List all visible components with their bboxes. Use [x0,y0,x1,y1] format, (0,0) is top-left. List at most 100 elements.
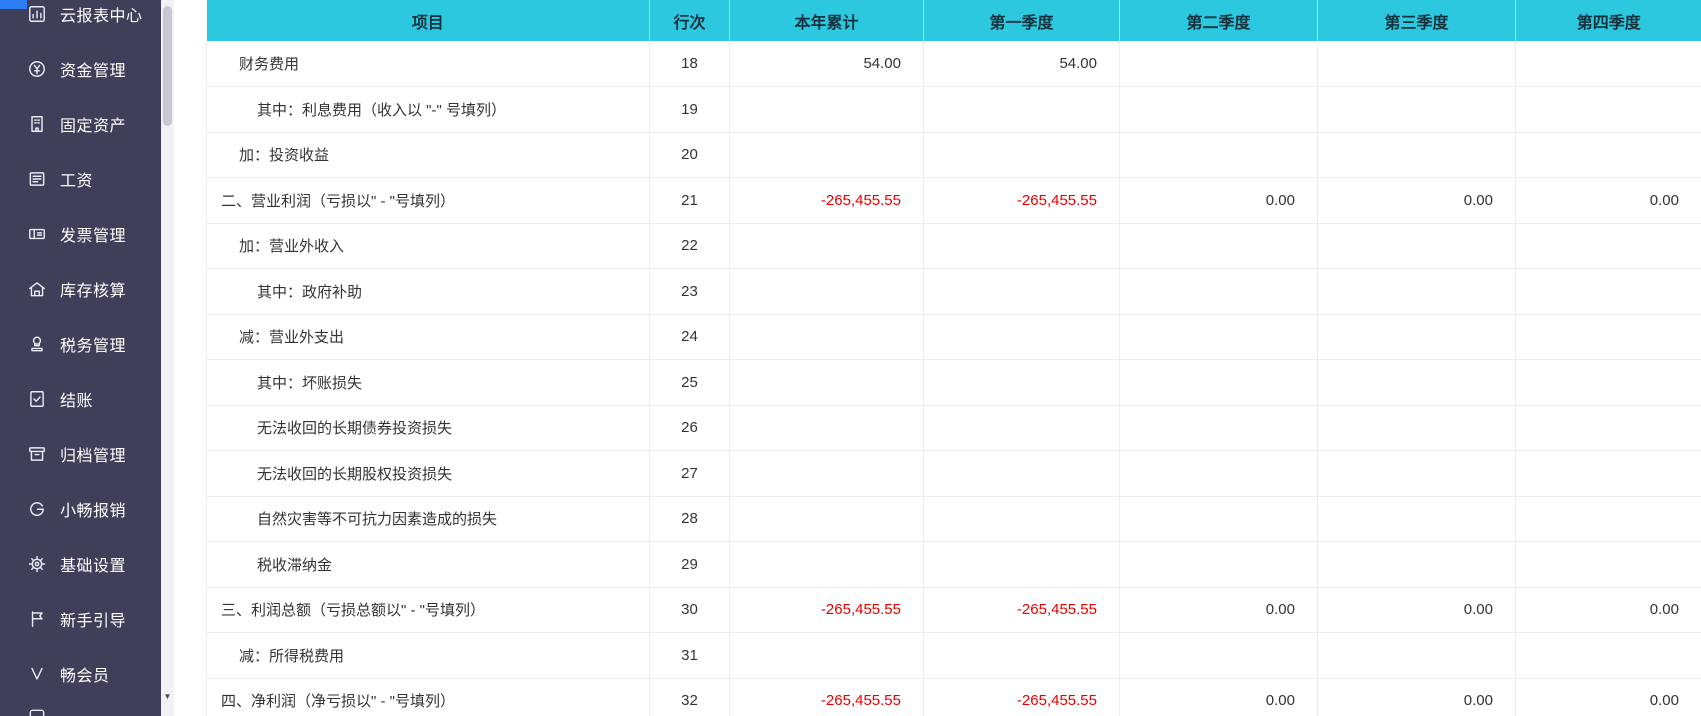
cell-value [1119,359,1318,406]
cell-line-number: 27 [649,450,730,497]
cell-value [1119,541,1318,588]
cell-value [729,632,924,679]
guide-flag-icon [27,609,47,629]
cell-value [1317,268,1516,315]
cell-value [1515,541,1701,588]
inventory-icon [27,279,47,299]
column-header-line: 行次 [649,0,730,41]
cell-value [1515,450,1701,497]
active-indicator-partial[interactable] [0,0,27,9]
table-row: 其中：坏账损失 25 [206,359,1701,406]
cell-value [1119,450,1318,497]
cell-value [1317,541,1516,588]
sidebar-item-fixed-assets[interactable]: 固定资产 [0,96,174,151]
cell-value [1119,496,1318,542]
cell-value [729,223,924,269]
column-header-q3: 第三季度 [1317,0,1516,41]
cell-line-number: 30 [649,587,730,633]
sidebar-item-label: 结账 [60,392,94,410]
cell-value: -265,455.55 [729,587,924,633]
cell-value [1317,223,1516,269]
sidebar-item-reimbursement[interactable]: 小畅报销 [0,481,174,536]
cell-value [923,541,1120,588]
cell-value [923,405,1120,451]
cell-value [1515,359,1701,406]
sidebar-item-partial[interactable] [0,701,174,716]
cell-line-number: 19 [649,86,730,133]
table-row: 加：投资收益 20 [206,132,1701,178]
cell-value [923,223,1120,269]
sidebar-item-settings[interactable]: 基础设置 [0,536,174,591]
fixed-assets-icon [27,114,47,134]
cell-value: -265,455.55 [923,177,1120,224]
sidebar-item-membership[interactable]: 畅会员 [0,646,174,701]
sidebar: 云报表中心资金管理固定资产工资发票管理 库存核算 税务管理结账归档管理 小畅报销 基础设… [0,0,174,716]
cell-value [1317,41,1516,87]
cell-value [1515,314,1701,360]
cell-item-name: 二、营业利润（亏损以" - "号填列） [206,177,650,224]
table-row: 减：营业外支出 24 [206,314,1701,360]
cell-item-name: 其中：政府补助 [206,268,650,315]
closing-icon [27,389,47,409]
income-statement-table: 项目 行次 本年累计 第一季度 第二季度 第三季度 第四季度 财务费用 18 54.00 54.0… [206,0,1701,716]
table-row: 无法收回的长期股权投资损失 27 [206,450,1701,497]
sidebar-item-label: 畅会员 [60,667,110,685]
column-header-ytd: 本年累计 [729,0,924,41]
table-row: 财务费用 18 54.00 54.00 [206,41,1701,87]
cell-line-number: 31 [649,632,730,679]
cell-item-name: 三、利润总额（亏损总额以" - "号填列） [206,587,650,633]
cell-value [1317,132,1516,178]
cell-value [1515,496,1701,542]
cell-value [1515,132,1701,178]
cell-value [1515,632,1701,679]
table-row: 其中：政府补助 23 [206,268,1701,315]
sidebar-scrollbar-thumb[interactable] [163,6,172,126]
sidebar-item-funds[interactable]: 资金管理 [0,41,174,96]
scroll-down-icon[interactable]: ▼ [163,691,172,701]
cell-value: 0.00 [1317,678,1516,716]
cell-item-name: 自然灾害等不可抗力因素造成的损失 [206,496,650,542]
cell-value [1119,314,1318,360]
sidebar-item-inventory[interactable]: 库存核算 [0,261,174,316]
cell-value [1317,314,1516,360]
sidebar-item-label: 新手引导 [60,612,127,630]
sidebar-item-guide[interactable]: 新手引导 [0,591,174,646]
tax-stamp-icon [27,334,47,354]
column-header-q1: 第一季度 [923,0,1120,41]
sidebar-scrollbar[interactable]: ▼ [161,0,174,716]
cell-value: 0.00 [1119,678,1318,716]
cell-line-number: 26 [649,405,730,451]
cell-value [923,132,1120,178]
cell-line-number: 22 [649,223,730,269]
cell-value [1515,405,1701,451]
sidebar-item-cloud-reports[interactable]: 云报表中心 [0,0,174,41]
sidebar-item-label: 资金管理 [60,62,127,80]
table-row: 自然灾害等不可抗力因素造成的损失 28 [206,496,1701,542]
cell-value [1119,223,1318,269]
sidebar-item-archiving[interactable]: 归档管理 [0,426,174,481]
cell-value [1119,86,1318,133]
cell-value: -265,455.55 [729,177,924,224]
cell-line-number: 25 [649,359,730,406]
cell-line-number: 20 [649,132,730,178]
sidebar-item-label: 固定资产 [60,117,127,135]
sidebar-menu: 云报表中心资金管理固定资产工资发票管理 库存核算 税务管理结账归档管理 小畅报销 基础设… [0,0,174,716]
cell-value [1515,86,1701,133]
report-area: 项目 行次 本年累计 第一季度 第二季度 第三季度 第四季度 财务费用 18 54.00 54.0… [206,0,1701,716]
cell-line-number: 24 [649,314,730,360]
sidebar-item-invoices[interactable]: 发票管理 [0,206,174,261]
cell-value [1317,359,1516,406]
sidebar-item-tax[interactable]: 税务管理 [0,316,174,371]
cell-item-name: 财务费用 [206,41,650,87]
sidebar-item-closing[interactable]: 结账 [0,371,174,426]
cell-value [729,496,924,542]
cell-value [729,541,924,588]
cell-value [923,314,1120,360]
cell-value [1515,41,1701,87]
cell-value [923,632,1120,679]
cell-value [729,314,924,360]
cell-value: -265,455.55 [729,678,924,716]
sidebar-item-label: 工资 [60,172,94,190]
sidebar-item-salary[interactable]: 工资 [0,151,174,206]
